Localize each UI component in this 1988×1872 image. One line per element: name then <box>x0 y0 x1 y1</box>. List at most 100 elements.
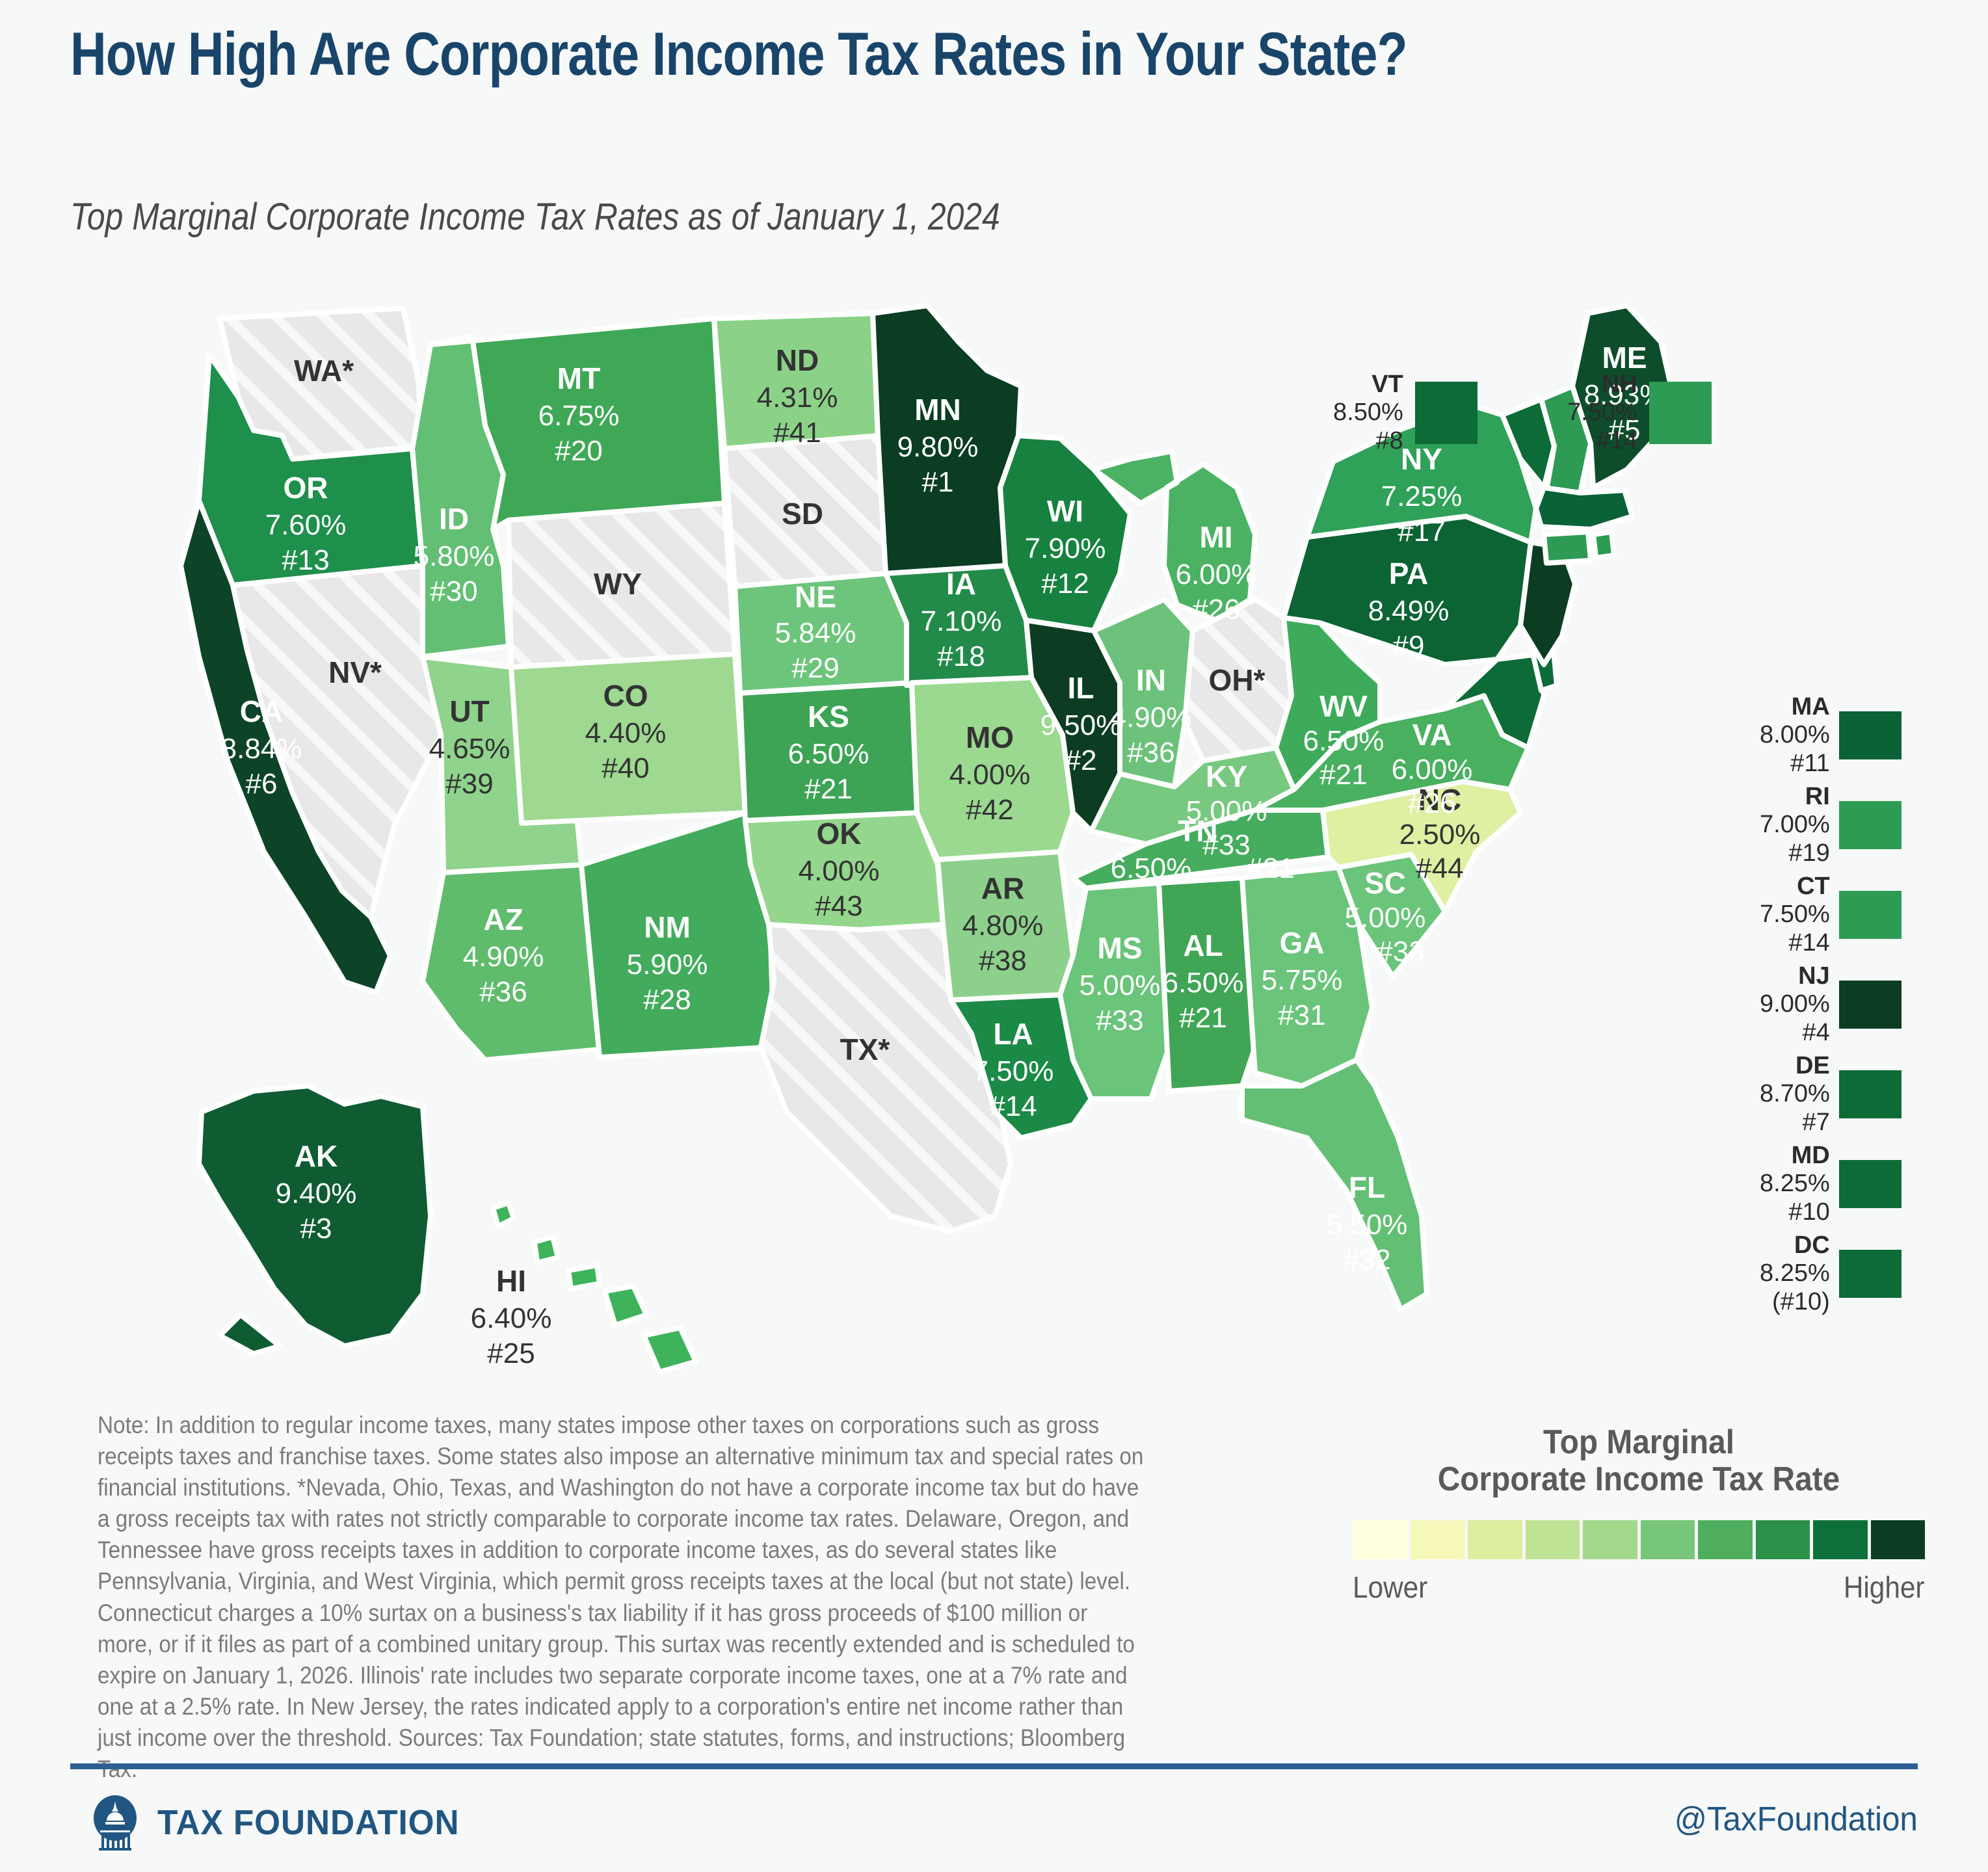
svg-text:7.10%: 7.10% <box>921 605 1002 637</box>
svg-text:6.50%: 6.50% <box>788 738 869 770</box>
svg-text:#26: #26 <box>1192 594 1239 626</box>
svg-text:5.84%: 5.84% <box>775 617 856 649</box>
legend-ri-abbr: RI <box>1805 783 1830 810</box>
label-ar: AR <box>981 871 1024 905</box>
state-ri[interactable] <box>1591 529 1617 560</box>
legend-box-ct[interactable]: CT 7.50% #14 <box>1760 873 1902 957</box>
legend-vt-abbr: VT <box>1372 371 1403 398</box>
legend-box-ma[interactable]: MA 8.00% #11 <box>1760 693 1902 778</box>
svg-text:#21: #21 <box>1319 759 1367 791</box>
page-title: How High Are Corporate Income Tax Rates … <box>70 20 1408 88</box>
state-ct[interactable] <box>1541 529 1593 566</box>
svg-text:#29: #29 <box>791 652 839 684</box>
legend-md-swatch <box>1838 1159 1902 1208</box>
svg-text:#32: #32 <box>1343 1244 1390 1276</box>
svg-text:#2: #2 <box>1065 745 1097 776</box>
legend-dc-abbr: DC <box>1794 1232 1830 1259</box>
legend-ct-swatch <box>1838 890 1902 939</box>
state-fl[interactable] <box>1239 1057 1429 1312</box>
legend-nh-abbr: NH <box>1601 371 1637 398</box>
legend-nh-rank: #14 <box>1596 427 1637 455</box>
legend-box-ri[interactable]: RI 7.00% #19 <box>1760 783 1902 867</box>
label-la: LA <box>993 1017 1033 1051</box>
svg-text:6.00%: 6.00% <box>1392 754 1473 785</box>
legend-swatch-7 <box>1698 1520 1753 1560</box>
legend-nj-rate: 9.00% <box>1760 990 1830 1018</box>
social-handle[interactable]: @TaxFoundation <box>1674 1800 1918 1838</box>
svg-text:#21: #21 <box>1179 1002 1226 1034</box>
label-ms: MS <box>1098 931 1143 965</box>
legend-gradient-bar <box>1353 1520 1925 1560</box>
label-ok: OK <box>817 817 862 850</box>
svg-text:#44: #44 <box>1416 852 1463 884</box>
legend-box-md[interactable]: MD 8.25% #10 <box>1760 1142 1902 1226</box>
label-wv: WV <box>1319 689 1368 723</box>
legend-md-rank: #10 <box>1788 1198 1830 1226</box>
svg-text:9.40%: 9.40% <box>276 1178 357 1209</box>
color-scale-legend: Top Marginal Corporate Income Tax Rate L… <box>1353 1423 1925 1605</box>
legend-ct-abbr: CT <box>1797 873 1830 900</box>
svg-text:#40: #40 <box>602 752 649 784</box>
legend-swatch-5 <box>1583 1520 1637 1560</box>
svg-text:#28: #28 <box>643 984 691 1016</box>
legend-swatch-2 <box>1410 1520 1464 1560</box>
svg-text:7.25%: 7.25% <box>1381 481 1463 512</box>
label-me: ME <box>1602 341 1647 375</box>
legend-box-vt[interactable]: VT 8.50% #8 <box>1333 371 1478 455</box>
state-md[interactable] <box>1442 652 1546 750</box>
legend-vt-rate: 8.50% <box>1333 399 1403 427</box>
svg-text:#21: #21 <box>804 773 852 805</box>
us-map-svg: WA* OR 7.60% #13 ID 5.80% #30 MT 6.75% #… <box>178 303 1677 1375</box>
svg-text:#42: #42 <box>966 794 1013 826</box>
legend-ma-rank: #11 <box>1790 749 1830 777</box>
legend-box-de[interactable]: DE 8.70% #7 <box>1760 1052 1902 1137</box>
legend-lower-label: Lower <box>1353 1570 1428 1605</box>
svg-text:#33: #33 <box>1096 1005 1143 1036</box>
label-in: IN <box>1136 663 1166 697</box>
state-hi[interactable] <box>490 1200 698 1375</box>
svg-text:7.60%: 7.60% <box>265 509 347 541</box>
label-mn: MN <box>914 393 961 427</box>
label-mt: MT <box>557 362 600 395</box>
label-fl: FL <box>1349 1170 1385 1204</box>
legend-dc-swatch <box>1838 1249 1902 1298</box>
label-nm: NM <box>644 910 691 944</box>
us-choropleth-map: WA* OR 7.60% #13 ID 5.80% #30 MT 6.75% #… <box>163 303 1723 1375</box>
note-sources: Sources: Tax Foundation; state statutes,… <box>98 1724 1126 1782</box>
svg-text:4.00%: 4.00% <box>799 855 880 887</box>
svg-text:4.00%: 4.00% <box>949 759 1031 791</box>
legend-higher-label: Higher <box>1844 1570 1925 1605</box>
state-ak[interactable] <box>196 1083 433 1356</box>
svg-text:9.80%: 9.80% <box>897 431 979 463</box>
svg-text:#9: #9 <box>1393 630 1425 662</box>
label-ky: KY <box>1206 759 1247 793</box>
state-al[interactable] <box>1156 875 1258 1094</box>
legend-vt-swatch <box>1414 381 1478 444</box>
svg-text:#36: #36 <box>1127 737 1174 769</box>
page-subtitle: Top Marginal Corporate Income Tax Rates … <box>70 196 1000 238</box>
state-wv[interactable] <box>1273 615 1383 792</box>
state-ma[interactable] <box>1533 485 1635 532</box>
svg-text:#30: #30 <box>430 575 477 607</box>
label-id: ID <box>439 502 469 536</box>
label-ny: NY <box>1401 442 1442 476</box>
svg-text:4.31%: 4.31% <box>757 382 838 414</box>
svg-text:7.90%: 7.90% <box>1025 533 1106 564</box>
note-block: Note: In addition to regular income taxe… <box>98 1410 1145 1785</box>
svg-text:#18: #18 <box>937 640 985 672</box>
legend-dc-rank: (#10) <box>1772 1287 1830 1315</box>
legend-box-nj[interactable]: NJ 9.00% #4 <box>1760 962 1902 1047</box>
svg-text:6.50%: 6.50% <box>1163 967 1244 999</box>
tax-foundation-logo[interactable]: TAX FOUNDATION <box>90 1795 475 1851</box>
capitol-dome-icon <box>94 1795 137 1851</box>
svg-text:6.50%: 6.50% <box>1303 725 1385 757</box>
legend-swatch-8 <box>1755 1520 1810 1560</box>
legend-swatch-4 <box>1525 1520 1580 1560</box>
footer-divider <box>70 1763 1918 1769</box>
svg-text:#5: #5 <box>1609 414 1641 446</box>
legend-box-nh[interactable]: NH 7.50% #14 <box>1567 371 1712 455</box>
legend-box-dc[interactable]: DC 8.25% (#10) <box>1760 1232 1902 1316</box>
label-ia: IA <box>946 567 976 601</box>
legend-de-rank: #7 <box>1802 1108 1830 1136</box>
